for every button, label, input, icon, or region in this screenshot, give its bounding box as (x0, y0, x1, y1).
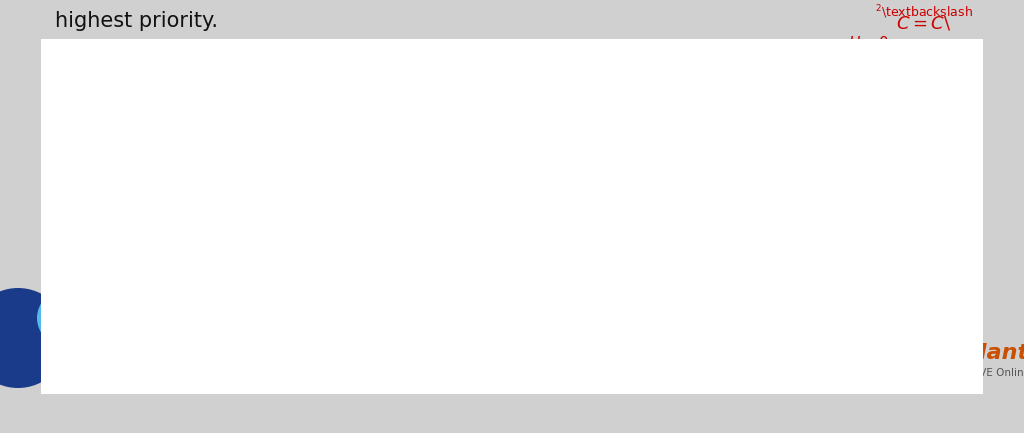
Text: $C=C$$\backslash$: $C=C$$\backslash$ (896, 15, 951, 33)
Text: 18: 18 (638, 189, 659, 207)
Text: 14: 14 (783, 189, 804, 207)
Text: 14: 14 (220, 189, 241, 207)
Text: If two isotopic atoms are present then the isotope of higher mass number is: If two isotopic atoms are present then t… (55, 78, 849, 98)
Text: 18: 18 (380, 189, 401, 207)
Text: Vedantu: Vedantu (940, 343, 1024, 363)
Circle shape (71, 341, 119, 389)
Text: −OH,: −OH, (300, 161, 356, 181)
Text: 1: 1 (890, 64, 900, 78)
Circle shape (37, 290, 93, 346)
Text: −OH > −OH > CH₃ > − CH₃: −OH > −OH > CH₃ > − CH₃ (625, 161, 918, 181)
Text: −OH: −OH (368, 161, 418, 181)
Text: Ans.: Ans. (568, 215, 613, 235)
Circle shape (0, 288, 68, 388)
Text: −CH₃,: −CH₃, (208, 161, 270, 181)
Text: −CH₃,: −CH₃, (130, 161, 193, 181)
Text: Ans.: Ans. (568, 161, 613, 181)
Text: Ex.4: Ex.4 (55, 215, 105, 235)
Text: Learn LIVE Online: Learn LIVE Online (938, 368, 1024, 378)
Text: Ex.3: Ex.3 (55, 161, 105, 181)
Text: highest priority.: highest priority. (55, 11, 218, 31)
Text: −H, −D,  −T: −H, −D, −T (130, 215, 260, 235)
Text: priorities over other.: priorities over other. (55, 111, 268, 131)
Text: −T > −D > −H: −T > −D > −H (625, 215, 783, 235)
Text: $^{2}$\textbackslash: $^{2}$\textbackslash (874, 3, 973, 21)
Text: If atomic number are compare on the basis of atomic mass.: If atomic number are compare on the basi… (142, 45, 772, 65)
Text: $^{18}$: $^{18}$ (912, 45, 926, 59)
Text: Rule -2:: Rule -2: (55, 45, 146, 65)
Text: $H-0$: $H-0$ (848, 35, 889, 51)
